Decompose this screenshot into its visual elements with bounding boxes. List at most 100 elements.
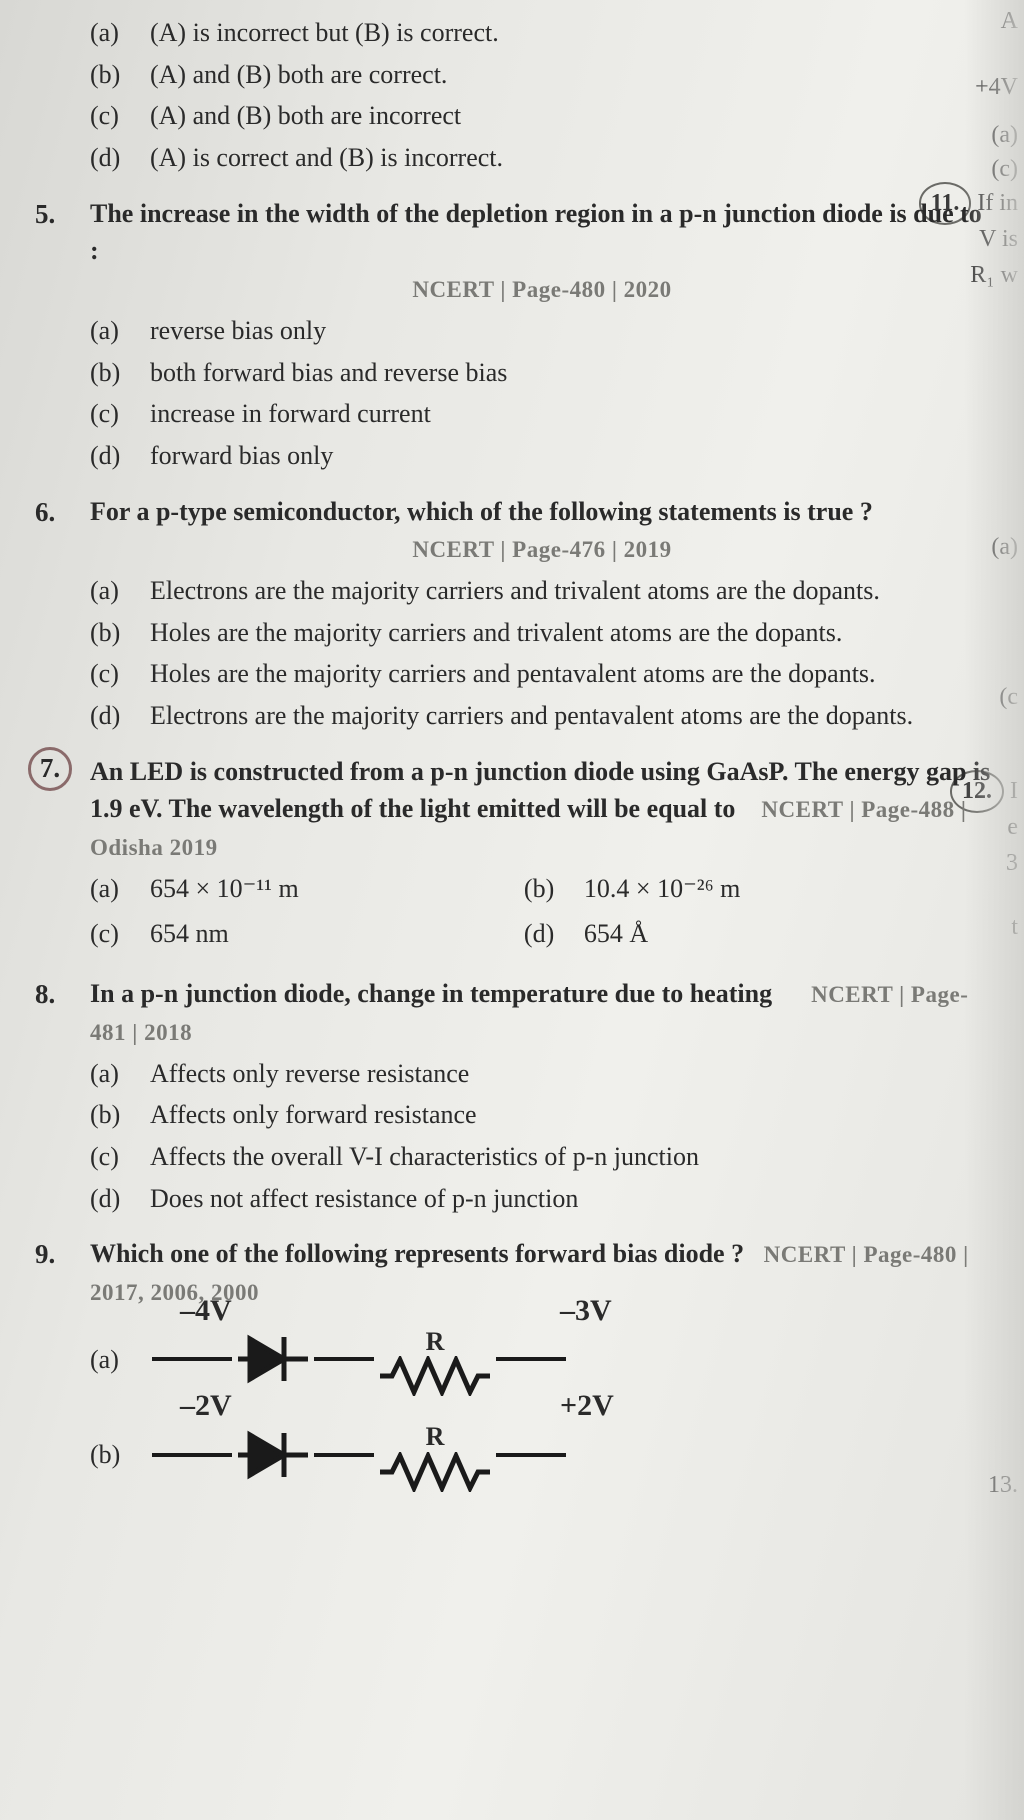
option-a: (a) Electrons are the majority carriers a…	[90, 572, 994, 610]
wire-segment	[496, 1357, 566, 1361]
question-5: 5. The increase in the width of the depl…	[90, 195, 994, 475]
question-text: For a p-type semiconductor, which of the…	[90, 493, 994, 531]
option-c: (c) Affects the overall V-I characteristi…	[90, 1138, 994, 1176]
option-label: (a)	[90, 1341, 119, 1379]
option-text: 654 Å	[584, 919, 648, 948]
question-text: An LED is constructed from a p-n junctio…	[90, 753, 994, 866]
option-label: (a)	[90, 870, 119, 908]
wire-segment	[314, 1453, 374, 1457]
option-d: (d) Does not affect resistance of p-n jun…	[90, 1180, 994, 1218]
margin-text: t	[1011, 910, 1018, 945]
option-c: (c) increase in forward current	[90, 395, 994, 433]
resistor-label: R	[426, 1323, 445, 1361]
option-label: (b)	[90, 1436, 120, 1474]
option-c: (c)(A) and (B) both are incorrect	[90, 97, 994, 135]
question-number: 6.	[35, 493, 55, 532]
voltage-left: –4V	[180, 1289, 232, 1333]
option-text: 10.4 × 10⁻²⁶ m	[584, 874, 740, 903]
resistor-icon: R	[380, 1418, 490, 1492]
option-label: (d)	[90, 697, 120, 735]
margin-opt: (a)	[991, 118, 1018, 153]
option-label: (b)	[524, 870, 554, 908]
option-label: (d)	[90, 437, 120, 475]
question-7: 7. An LED is constructed from a p-n junc…	[90, 753, 994, 957]
option-d: (d) Electrons are the majority carriers a…	[90, 697, 994, 735]
option-a: (a) reverse bias only	[90, 312, 994, 350]
wire-segment	[152, 1357, 232, 1361]
option-d: (d)(A) is correct and (B) is incorrect.	[90, 139, 994, 177]
ncert-ref: NCERT | Page-476 | 2019	[412, 537, 671, 562]
option-d: (d) forward bias only	[90, 437, 994, 475]
ncert-ref: NCERT | Page-480 | 2020	[412, 277, 671, 302]
margin-opt: (c	[999, 680, 1018, 715]
option-label: (a)	[90, 312, 119, 350]
option-text: (A) is incorrect but (B) is correct.	[150, 18, 499, 47]
wire-segment	[152, 1453, 232, 1457]
option-label: (c)	[90, 1138, 119, 1176]
option-text: reverse bias only	[150, 316, 326, 345]
option-text: 654 × 10⁻¹¹ m	[150, 874, 299, 903]
resistor-label: R	[426, 1418, 445, 1456]
option-text: Affects the overall V-I characteristics …	[150, 1142, 699, 1171]
option-label: (d)	[90, 139, 120, 177]
margin-opt: (a)	[991, 530, 1018, 565]
option-b: (b) Holes are the majority carriers and t…	[90, 614, 994, 652]
margin-text: e	[1007, 810, 1018, 845]
option-label: (d)	[524, 915, 554, 953]
option-text: Electrons are the majority carriers and …	[150, 576, 880, 605]
question-8: 8. In a p-n junction diode, change in te…	[90, 975, 994, 1217]
option-label: (a)	[90, 572, 119, 610]
option-b: (b)(A) and (B) both are correct.	[90, 56, 994, 94]
diode-icon	[238, 1427, 308, 1483]
margin-text: 3	[1006, 846, 1018, 881]
option-a: (a) 654 × 10⁻¹¹ m	[90, 870, 524, 908]
option-label: (b)	[90, 354, 120, 392]
option-text: Electrons are the majority carriers and …	[150, 701, 913, 730]
question-6: 6. For a p-type semiconductor, which of …	[90, 493, 994, 735]
option-d: (d) 654 Å	[524, 915, 958, 953]
question-number: 9.	[35, 1235, 55, 1274]
question-9: 9. Which one of the following represents…	[90, 1235, 994, 1492]
option-a: (a) (A) is incorrect but (B) is correct.	[90, 14, 994, 52]
option-text: Does not affect resistance of p-n juncti…	[150, 1184, 578, 1213]
option-b: (b) Affects only forward resistance	[90, 1096, 994, 1134]
voltage-left: –2V	[180, 1384, 232, 1428]
wire-segment	[314, 1357, 374, 1361]
margin-text: +4V	[975, 70, 1018, 105]
option-text: (A) and (B) both are incorrect	[150, 101, 461, 130]
option-text: Affects only forward resistance	[150, 1100, 477, 1129]
option-label: (b)	[90, 614, 120, 652]
question-number: 8.	[35, 975, 55, 1014]
option-b: (b)both forward bias and reverse bias	[90, 354, 994, 392]
option-label: (c)	[90, 395, 119, 433]
option-c: (c) Holes are the majority carriers and p…	[90, 655, 994, 693]
option-label: (a)	[90, 1055, 119, 1093]
option-text: 654 nm	[150, 919, 229, 948]
question-text: The increase in the width of the depleti…	[90, 195, 994, 270]
question-text: In a p-n junction diode, change in tempe…	[90, 975, 994, 1050]
option-label: (c)	[90, 655, 119, 693]
option-a: (a) Affects only reverse resistance	[90, 1055, 994, 1093]
option-text: (A) and (B) both are correct.	[150, 60, 447, 89]
option-text: Holes are the majority carriers and pent…	[150, 659, 876, 688]
wire-segment	[496, 1453, 566, 1457]
margin-char: A	[1001, 4, 1018, 39]
option-label: (d)	[90, 1180, 120, 1218]
question-number: 5.	[35, 195, 55, 234]
option-text: increase in forward current	[150, 399, 431, 428]
circuit-option-b: (b) –2V R +2V	[90, 1418, 994, 1492]
option-label: (b)	[90, 1096, 120, 1134]
resistor-icon: R	[380, 1323, 490, 1397]
voltage-right: –3V	[560, 1289, 612, 1333]
partial-question-top: (a)(A) is incorrect but (B) is correct. …	[90, 14, 994, 177]
voltage-right: +2V	[560, 1384, 614, 1428]
option-label: (a)	[90, 14, 119, 52]
diode-icon	[238, 1331, 308, 1387]
option-label: (c)	[90, 915, 119, 953]
option-c: (c) 654 nm	[90, 915, 524, 953]
option-b: (b) 10.4 × 10⁻²⁶ m	[524, 870, 958, 908]
option-text: forward bias only	[150, 441, 333, 470]
option-text: Holes are the majority carriers and triv…	[150, 618, 842, 647]
margin-text: I	[1010, 778, 1018, 804]
option-text: Affects only reverse resistance	[150, 1059, 469, 1088]
